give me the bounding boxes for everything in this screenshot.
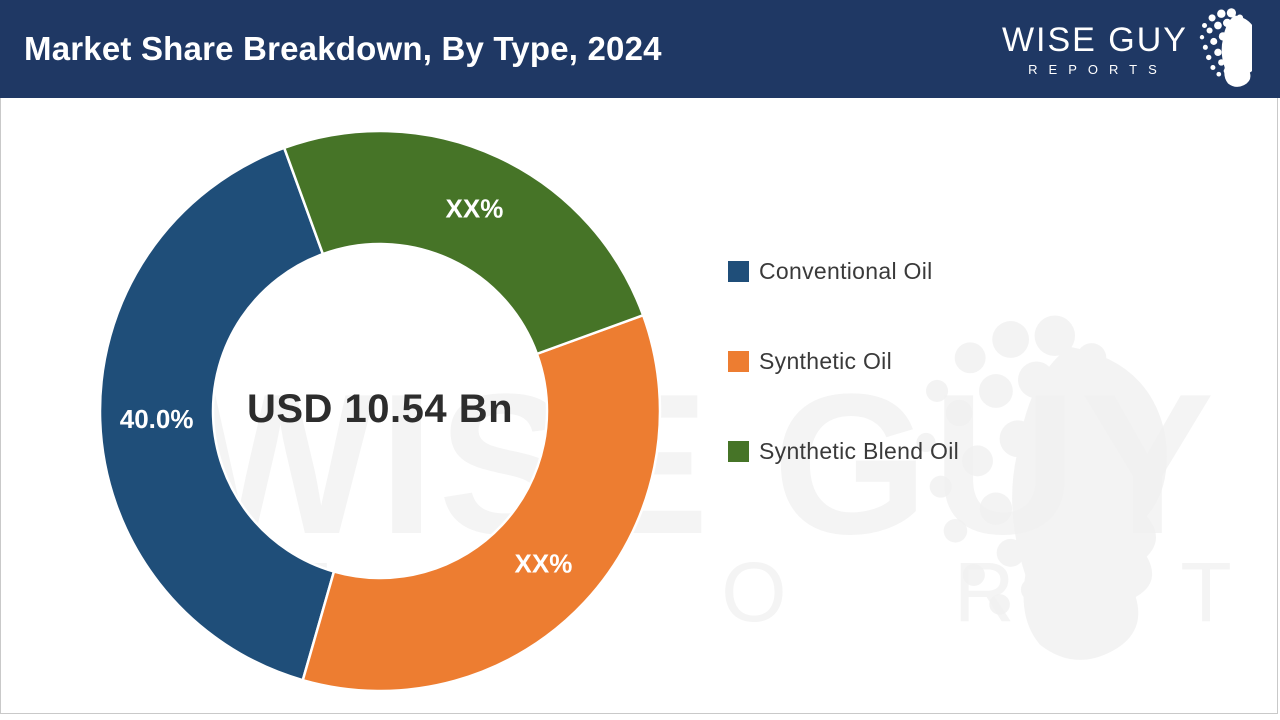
donut-segment-conventional-oil [98, 146, 336, 682]
legend-label: Conventional Oil [759, 257, 933, 284]
legend-label: Synthetic Oil [759, 347, 893, 374]
legend-swatch-icon [728, 350, 749, 372]
segment-label: XX% [446, 193, 504, 223]
legend-swatch-icon [728, 260, 749, 282]
chart-legend: Conventional Oil Synthetic Oil Synthetic… [728, 258, 959, 528]
donut-segment-synthetic-blend-oil [282, 129, 645, 356]
donut-segment-synthetic-oil [301, 313, 662, 693]
legend-item-synthetic-blend-oil: Synthetic Blend Oil [728, 438, 959, 464]
wise-guy-logo: WISE GUY REPORTS [1002, 7, 1252, 91]
legend-item-synthetic-oil: Synthetic Oil [728, 348, 959, 374]
dotted-head-icon [1199, 8, 1252, 87]
logo-subtitle: REPORTS [1028, 61, 1168, 77]
legend-label: Synthetic Blend Oil [759, 437, 960, 464]
donut-chart: 40.0% XX% XX% [98, 129, 662, 693]
page-title: Market Share Breakdown, By Type, 2024 [24, 30, 662, 67]
logo-wordmark: WISE GUY [1001, 20, 1188, 59]
legend-item-conventional-oil: Conventional Oil [728, 258, 959, 284]
header-bar: Market Share Breakdown, By Type, 2024 WI… [0, 0, 1280, 98]
chart-center-value: USD 10.54 Bn [246, 387, 514, 431]
legend-swatch-icon [728, 440, 749, 462]
watermark-head-icon [916, 315, 1167, 660]
logo-text: WISE GUY REPORTS [1002, 23, 1188, 76]
segment-label: 40.0% [120, 404, 194, 434]
segment-label: XX% [515, 548, 573, 578]
